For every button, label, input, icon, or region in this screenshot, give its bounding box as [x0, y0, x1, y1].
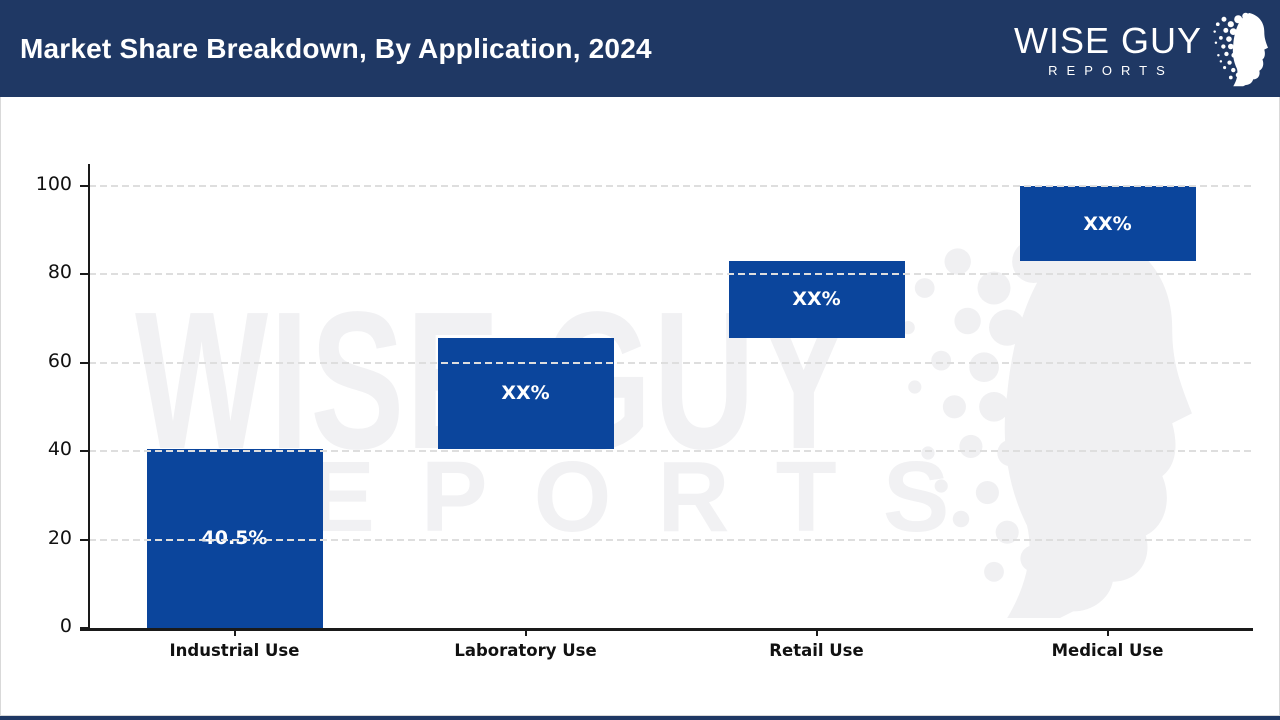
x-axis-label-retail-use: Retail Use: [769, 641, 864, 660]
x-axis-label-industrial-use: Industrial Use: [169, 641, 300, 660]
page-title: Market Share Breakdown, By Application, …: [20, 32, 652, 64]
x-axis-label-laboratory-use: Laboratory Use: [454, 641, 597, 660]
footer-accent-bar: [0, 715, 1280, 720]
x-tick-retail-use: [815, 630, 818, 636]
y-tick-100: [80, 184, 89, 187]
bar-value-label: 40.5%: [201, 527, 268, 550]
gridline-20: [89, 538, 1253, 541]
x-tick-medical-use: [1106, 630, 1109, 636]
x-tick-industrial-use: [233, 630, 236, 636]
gridline-100: [89, 184, 1253, 187]
y-tick-40: [80, 450, 89, 452]
y-tick-60: [80, 361, 89, 364]
logo-face-icon: [1206, 10, 1268, 88]
gridline-80: [89, 273, 1253, 275]
logo-wordmark: WISE GUY: [1013, 20, 1202, 61]
bar-value-label: XX%: [792, 288, 841, 311]
logo-text: WISE GUY REPORTS: [1014, 20, 1202, 78]
bar-value-label: XX%: [501, 382, 550, 405]
y-tick-label-100: 100: [35, 172, 72, 195]
x-axis-label-medical-use: Medical Use: [1051, 641, 1164, 660]
y-tick-label-60: 60: [47, 349, 72, 372]
bar-medical-use: XX%: [1019, 186, 1196, 261]
bar-value-label: XX%: [1083, 212, 1132, 235]
y-axis-line: [88, 164, 90, 630]
watermark-face-icon: [862, 222, 1192, 618]
wise-guy-logo: WISE GUY REPORTS: [1014, 6, 1268, 92]
header-bar: Market Share Breakdown, By Application, …: [0, 0, 1280, 97]
bar-laboratory-use: XX%: [437, 338, 614, 449]
bar-industrial-use: 40.5%: [146, 448, 323, 628]
y-tick-80: [80, 273, 89, 275]
x-axis-line: [80, 628, 1253, 631]
y-tick-label-0: 0: [59, 615, 72, 637]
y-tick-label-40: 40: [47, 438, 72, 460]
gridline-40: [89, 450, 1253, 452]
y-tick-20: [80, 538, 89, 541]
x-tick-laboratory-use: [524, 630, 527, 636]
y-tick-label-20: 20: [47, 526, 72, 549]
y-tick-label-80: 80: [47, 261, 72, 283]
gridline-60: [89, 361, 1253, 364]
logo-subtitle: REPORTS: [1048, 63, 1174, 78]
